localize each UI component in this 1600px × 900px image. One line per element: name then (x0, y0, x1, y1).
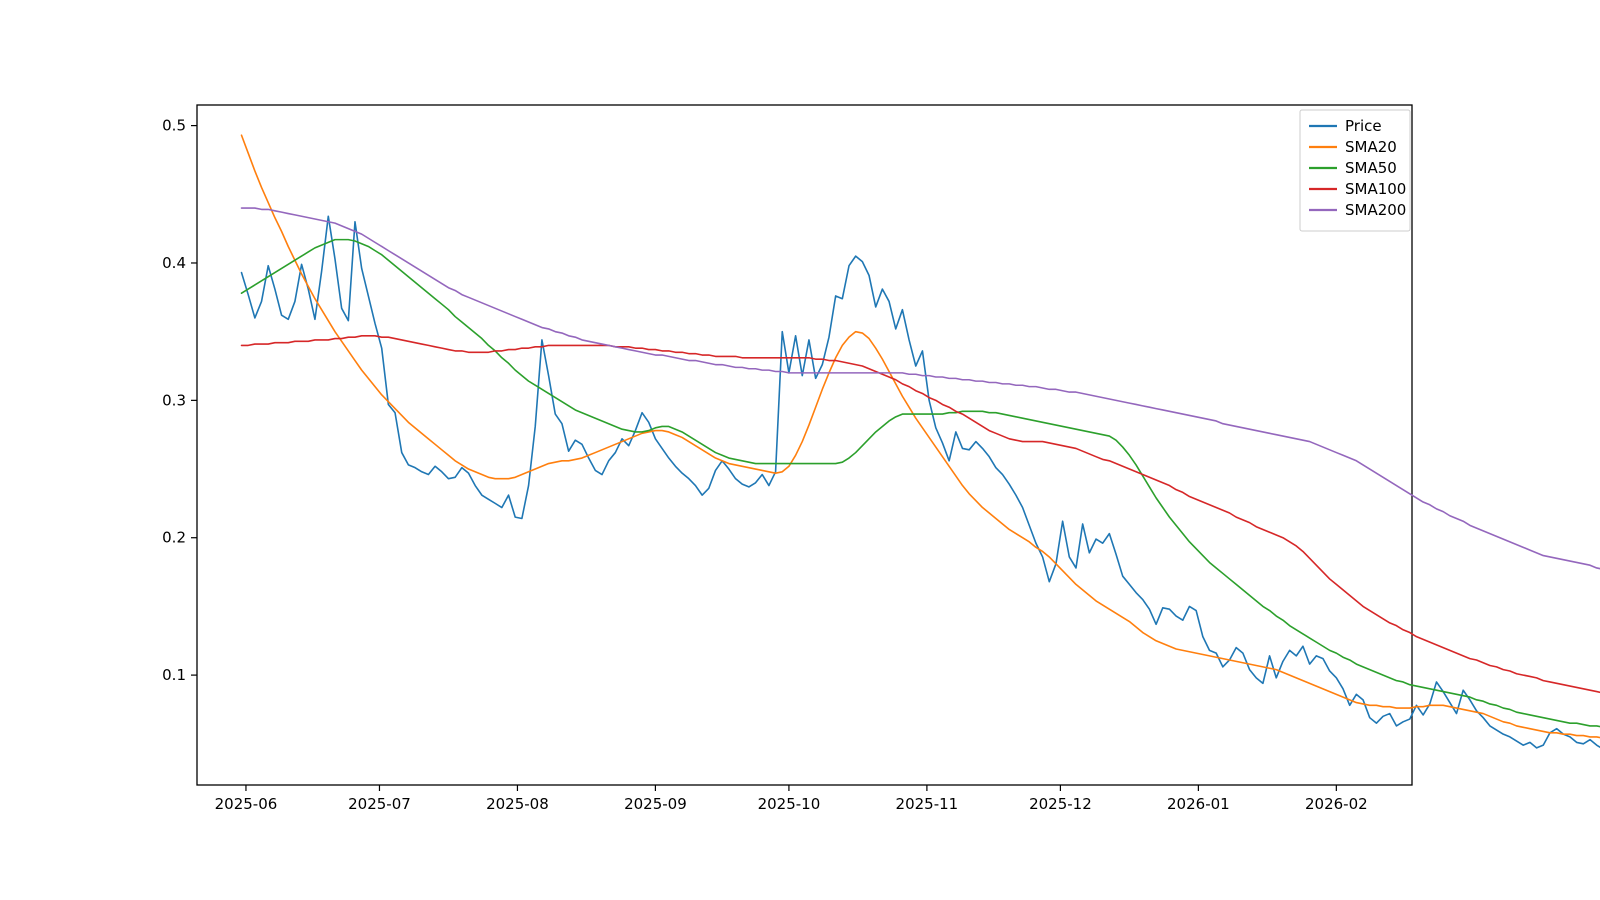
y-tick-label: 0.1 (162, 666, 186, 684)
legend-label-sma200: SMA200 (1345, 201, 1406, 219)
legend-background (1299, 109, 1411, 232)
legend-label-sma100: SMA100 (1345, 180, 1406, 198)
legend-label-sma50: SMA50 (1345, 159, 1397, 177)
plot-frame (196, 104, 1413, 786)
x-tick-label: 2025-07 (348, 795, 411, 813)
axes-frame (196, 104, 1413, 786)
y-tick-label: 0.3 (162, 391, 186, 409)
data-series-group (240, 134, 1600, 749)
legend-label-price: Price (1345, 117, 1382, 135)
y-tick-label: 0.2 (162, 529, 186, 547)
x-tick-label: 2025-12 (1029, 795, 1092, 813)
x-tick-label: 2025-08 (486, 795, 549, 813)
series-line-sma20 (240, 134, 1600, 739)
x-tick-label: 2025-06 (215, 795, 278, 813)
series-line-sma50 (240, 238, 1600, 728)
y-tick-label: 0.4 (162, 254, 186, 272)
x-tick-label: 2026-01 (1167, 795, 1230, 813)
series-line-price (240, 215, 1600, 749)
y-axis-ticks: 0.1 0.2 0.3 0.4 0.5 (162, 117, 197, 684)
x-tick-label: 2025-09 (624, 795, 687, 813)
y-tick-label: 0.5 (162, 117, 186, 135)
series-line-sma200 (240, 207, 1600, 570)
x-axis-ticks: 2025-06 2025-07 2025-08 2025-09 2025-10 2025-… (215, 785, 1368, 813)
x-tick-label: 2025-10 (758, 795, 821, 813)
x-tick-label: 2026-02 (1305, 795, 1368, 813)
legend-label-sma20: SMA20 (1345, 138, 1397, 156)
series-line-sma100 (240, 334, 1600, 694)
x-tick-label: 2025-11 (896, 795, 959, 813)
chart-legend: Price SMA20 SMA50 SMA100 SMA200 (1299, 109, 1411, 232)
